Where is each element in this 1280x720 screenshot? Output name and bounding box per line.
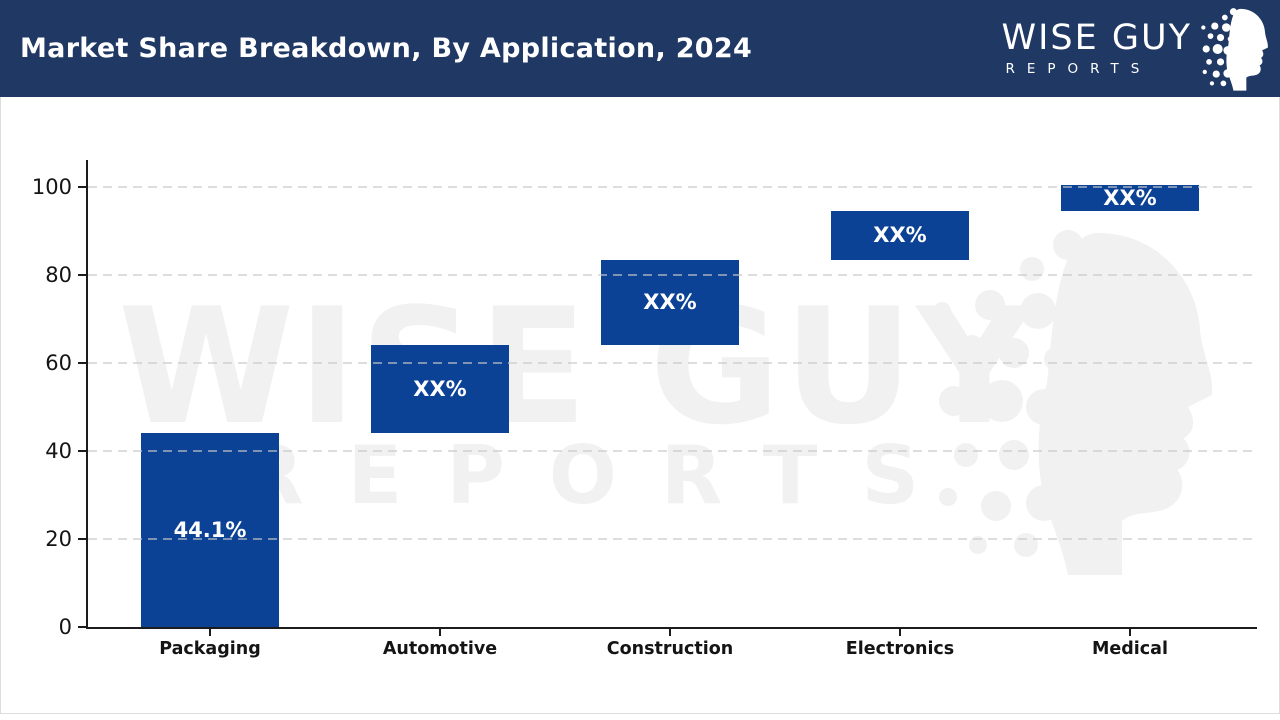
- bar-value-label: XX%: [873, 223, 927, 248]
- bar-segment: 44.1%: [141, 432, 279, 627]
- logo-wordmark: WISE GUY: [1001, 17, 1192, 58]
- bar-value-label: 44.1%: [173, 517, 247, 542]
- gridline: [88, 186, 1257, 188]
- x-axis-tick: [1129, 629, 1131, 636]
- x-axis-tick: [899, 629, 901, 636]
- y-axis-tick-label: 0: [58, 615, 72, 639]
- bar-segment: XX%: [601, 259, 739, 345]
- x-axis-tick: [439, 629, 441, 636]
- gridline: [88, 274, 1257, 276]
- bar-value-label: XX%: [413, 376, 467, 401]
- watermark-subtitle: REPORTS: [242, 429, 964, 522]
- logo-subtitle: REPORTS: [1005, 60, 1152, 77]
- x-axis-label: Packaging: [159, 639, 261, 659]
- page-title: Market Share Breakdown, By Application, …: [20, 33, 753, 64]
- y-axis-tick-label: 60: [45, 351, 72, 375]
- gridline: [88, 538, 1257, 540]
- y-axis-tick: [78, 362, 87, 364]
- x-axis-label: Electronics: [845, 639, 955, 659]
- logo: WISE GUY REPORTS: [1001, 6, 1270, 92]
- y-axis-tick: [78, 274, 87, 276]
- y-axis-tick: [78, 538, 87, 540]
- gridline: [88, 362, 1257, 364]
- y-axis-tick: [78, 186, 87, 188]
- bar-value-label: XX%: [1103, 186, 1157, 211]
- y-axis-tick-label: 100: [31, 175, 72, 199]
- x-axis-label: Medical: [1092, 639, 1168, 659]
- y-axis-tick-label: 40: [45, 439, 72, 463]
- x-axis-spine: [86, 627, 1257, 629]
- x-axis-label: Automotive: [382, 639, 498, 659]
- x-axis-tick: [209, 629, 211, 636]
- bar-segment: XX%: [1061, 185, 1199, 212]
- bar-value-label: XX%: [643, 290, 697, 315]
- y-axis-tick: [78, 626, 87, 628]
- y-axis-tick-label: 20: [45, 527, 72, 551]
- x-axis-tick: [669, 629, 671, 636]
- gridline: [88, 450, 1257, 452]
- y-axis-spine: [86, 160, 88, 629]
- y-axis-tick: [78, 450, 87, 452]
- y-axis-tick-label: 80: [45, 263, 72, 287]
- x-axis-label: Construction: [606, 639, 734, 659]
- bar-segment: XX%: [831, 211, 969, 260]
- watermark-wordmark: WISE GUY: [118, 273, 1036, 460]
- logo-text: WISE GUY REPORTS: [1001, 17, 1192, 77]
- bar-segment: XX%: [371, 344, 509, 433]
- header: Market Share Breakdown, By Application, …: [0, 0, 1280, 97]
- logo-head-icon: [1201, 7, 1268, 91]
